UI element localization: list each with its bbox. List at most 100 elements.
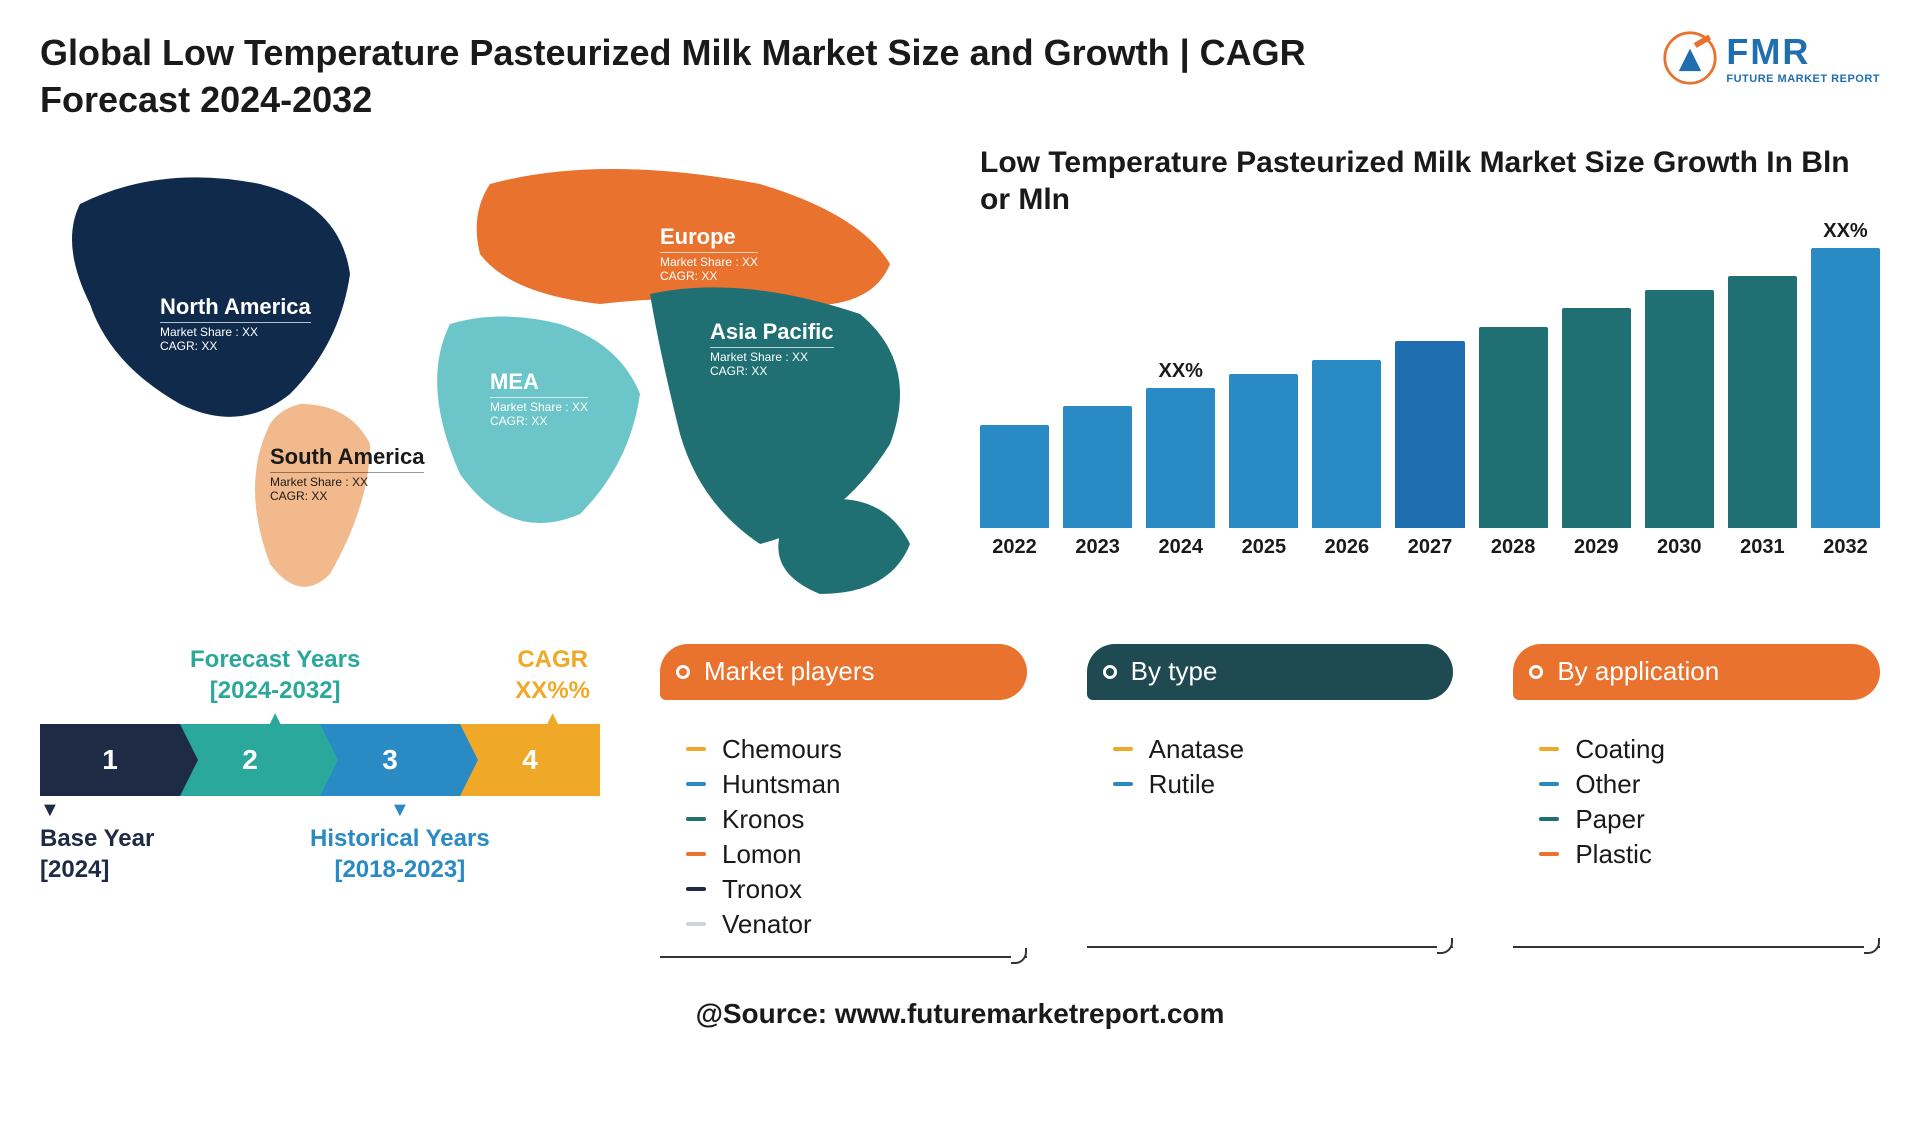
- tick-icon: [1539, 782, 1559, 786]
- callout-forecast: Forecast Years [2024-2032] ▲: [190, 644, 360, 732]
- callout-cagr: CAGR XX%% ▲: [515, 644, 590, 732]
- category-title: By type: [1131, 656, 1218, 687]
- callout-historical: ▼ Historical Years [2018-2023]: [310, 797, 490, 885]
- source-line: @Source: www.futuremarketreport.com: [40, 998, 1880, 1030]
- pill-dot-icon: [1103, 665, 1117, 679]
- list-item: Kronos: [686, 804, 1027, 835]
- category-columns: Market players Chemours Huntsman Kronos Lomo…: [660, 644, 1880, 958]
- item-label: Chemours: [722, 734, 842, 765]
- world-map: North America Market Share : XXCAGR: XX …: [40, 144, 940, 604]
- list-item: Venator: [686, 909, 1027, 940]
- chart-title: Low Temperature Pasteurized Milk Market …: [980, 144, 1880, 219]
- bar-col-2032: XX%2032: [1811, 248, 1880, 559]
- timeline-segment-3: 3: [320, 724, 460, 796]
- bar-annotation: XX%: [1159, 360, 1203, 383]
- logo-main-text: FMR: [1726, 31, 1880, 73]
- category-title: By application: [1557, 656, 1719, 687]
- bar-col-2024: XX%2024: [1146, 388, 1215, 559]
- bar: [1063, 406, 1132, 527]
- category-2: By application Coating Other Paper Plastic: [1513, 644, 1880, 958]
- bar-col-2028: 2028: [1479, 327, 1548, 559]
- bar: [1562, 308, 1631, 527]
- bar: [1811, 248, 1880, 528]
- label-na: North America Market Share : XXCAGR: XX: [160, 294, 311, 353]
- list-item: Chemours: [686, 734, 1027, 765]
- pill-dot-icon: [676, 665, 690, 679]
- bar-chart-area: 20222023XX%20242025202620272028202920302…: [980, 239, 1880, 559]
- list-item: Paper: [1539, 804, 1880, 835]
- timeline-bar: 1234: [40, 724, 600, 796]
- bar-col-2029: 2029: [1562, 308, 1631, 558]
- list-item: Anatase: [1113, 734, 1454, 765]
- list-item: Tronox: [686, 874, 1027, 905]
- item-label: Kronos: [722, 804, 804, 835]
- bar-col-2031: 2031: [1728, 276, 1797, 559]
- category-pill: By application: [1513, 644, 1880, 700]
- bar-col-2030: 2030: [1645, 290, 1714, 559]
- timeline-segment-1: 1: [40, 724, 180, 796]
- item-label: Tronox: [722, 874, 802, 905]
- bar-year-label: 2025: [1242, 536, 1287, 559]
- bar-year-label: 2029: [1574, 536, 1619, 559]
- tick-icon: [1539, 852, 1559, 856]
- bar-year-label: 2028: [1491, 536, 1536, 559]
- bar-year-label: 2022: [992, 536, 1037, 559]
- page-title: Global Low Temperature Pasteurized Milk …: [40, 30, 1440, 124]
- tick-icon: [686, 852, 706, 856]
- item-label: Coating: [1575, 734, 1665, 765]
- timeline-segment-2: 2: [180, 724, 320, 796]
- item-label: Venator: [722, 909, 812, 940]
- category-1: By type Anatase Rutile: [1087, 644, 1454, 958]
- brand-logo: FMR FUTURE MARKET REPORT: [1662, 30, 1880, 86]
- category-list: Anatase Rutile: [1087, 718, 1454, 948]
- item-label: Rutile: [1149, 769, 1215, 800]
- bar-year-label: 2024: [1158, 536, 1203, 559]
- region-ap-aus: [778, 499, 910, 594]
- list-item: Other: [1539, 769, 1880, 800]
- category-title: Market players: [704, 656, 875, 687]
- bar: [1479, 327, 1548, 528]
- telescope-icon: [1662, 30, 1718, 86]
- item-label: Huntsman: [722, 769, 841, 800]
- timeline-segment-4: 4: [460, 724, 600, 796]
- list-item: Huntsman: [686, 769, 1027, 800]
- callout-base: ▼ Base Year [2024]: [40, 797, 154, 885]
- list-item: Coating: [1539, 734, 1880, 765]
- bar: [1146, 388, 1215, 528]
- bar-col-2025: 2025: [1229, 374, 1298, 559]
- bar: [1728, 276, 1797, 528]
- tick-icon: [1113, 747, 1133, 751]
- bar: [1312, 360, 1381, 528]
- bar-col-2026: 2026: [1312, 360, 1381, 559]
- growth-chart: Low Temperature Pasteurized Milk Market …: [980, 144, 1880, 604]
- bar: [1229, 374, 1298, 528]
- tick-icon: [1539, 817, 1559, 821]
- tick-icon: [686, 887, 706, 891]
- label-sa: South America Market Share : XXCAGR: XX: [270, 444, 424, 503]
- bar: [980, 425, 1049, 528]
- pill-dot-icon: [1529, 665, 1543, 679]
- category-pill: Market players: [660, 644, 1027, 700]
- tick-icon: [686, 782, 706, 786]
- timeline-widget: Forecast Years [2024-2032] ▲ CAGR XX%% ▲…: [40, 644, 600, 886]
- bar-year-label: 2030: [1657, 536, 1702, 559]
- item-label: Plastic: [1575, 839, 1652, 870]
- list-item: Lomon: [686, 839, 1027, 870]
- tick-icon: [1539, 747, 1559, 751]
- tick-icon: [1113, 782, 1133, 786]
- category-0: Market players Chemours Huntsman Kronos Lomo…: [660, 644, 1027, 958]
- tick-icon: [686, 922, 706, 926]
- item-label: Anatase: [1149, 734, 1244, 765]
- bar: [1645, 290, 1714, 528]
- bar-year-label: 2027: [1408, 536, 1453, 559]
- bar-col-2022: 2022: [980, 425, 1049, 559]
- category-pill: By type: [1087, 644, 1454, 700]
- category-list: Chemours Huntsman Kronos Lomon Tronox Venator: [660, 718, 1027, 958]
- item-label: Other: [1575, 769, 1640, 800]
- tick-icon: [686, 817, 706, 821]
- list-item: Plastic: [1539, 839, 1880, 870]
- item-label: Paper: [1575, 804, 1644, 835]
- bar-year-label: 2023: [1075, 536, 1120, 559]
- bar-col-2027: 2027: [1395, 341, 1464, 559]
- bar-year-label: 2026: [1325, 536, 1370, 559]
